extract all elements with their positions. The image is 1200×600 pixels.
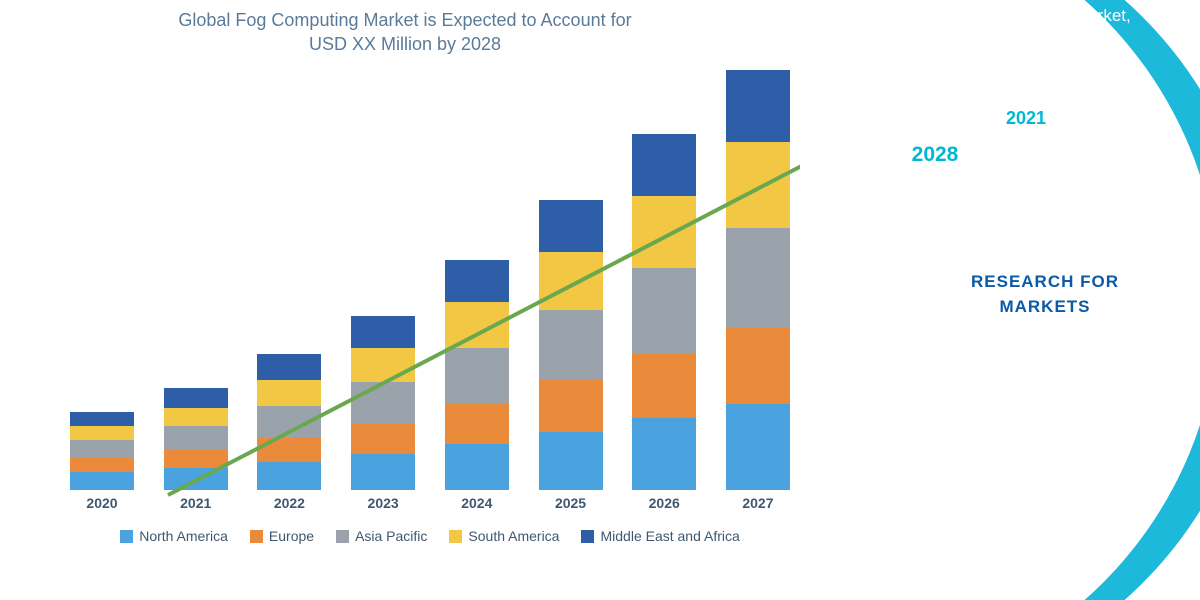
x-axis-label: 2022 — [257, 495, 321, 511]
x-axis-label: 2021 — [164, 495, 228, 511]
bar-2022 — [257, 354, 321, 490]
bar-segment — [539, 252, 603, 310]
bar-segment — [351, 382, 415, 424]
bar-segment — [539, 310, 603, 380]
chart-panel: Global Fog Computing Market is Expected … — [0, 0, 810, 600]
bar-segment — [632, 196, 696, 268]
hex-badge-2028: 2028 — [880, 100, 990, 210]
x-axis-label: 2023 — [351, 495, 415, 511]
bar-segment — [539, 432, 603, 490]
chart-title-line1: Global Fog Computing Market is Expected … — [178, 10, 631, 30]
bar-segment — [351, 454, 415, 490]
x-axis-labels: 2020 2021 2022 2023 2024 2025 2026 2027 — [70, 495, 790, 511]
legend-swatch — [250, 530, 263, 543]
bar-segment — [164, 388, 228, 408]
bars-row — [70, 70, 790, 490]
hex-badges: 20282021 — [880, 70, 1140, 230]
bar-segment — [351, 316, 415, 348]
chart-plot-area — [70, 70, 790, 490]
bar-segment — [726, 328, 790, 404]
bar-segment — [445, 302, 509, 348]
bar-2024 — [445, 260, 509, 490]
legend-swatch — [120, 530, 133, 543]
legend-label: South America — [468, 528, 559, 544]
bar-segment — [70, 412, 134, 426]
x-axis-label: 2020 — [70, 495, 134, 511]
hex-label: 2021 — [978, 70, 1074, 166]
legend-item: South America — [449, 528, 559, 544]
bar-2026 — [632, 134, 696, 490]
bar-segment — [164, 468, 228, 490]
bar-segment — [445, 348, 509, 404]
bar-2021 — [164, 388, 228, 490]
brand-text: RESEARCH FOR MARKETS — [910, 270, 1180, 319]
bar-segment — [632, 268, 696, 354]
bar-segment — [726, 228, 790, 328]
bar-segment — [351, 348, 415, 382]
bar-segment — [164, 408, 228, 426]
legend-item: Europe — [250, 528, 314, 544]
legend-label: Middle East and Africa — [600, 528, 739, 544]
bar-segment — [632, 354, 696, 418]
bar-segment — [257, 406, 321, 438]
bar-2020 — [70, 412, 134, 490]
right-title-line2: By Regions, 2021 to 2028 — [917, 30, 1113, 49]
bar-segment — [257, 438, 321, 462]
right-panel-title: Global Fog Computing Market, By Regions,… — [840, 4, 1190, 52]
bar-segment — [445, 444, 509, 490]
bar-segment — [257, 462, 321, 490]
legend-item: North America — [120, 528, 228, 544]
bar-segment — [351, 424, 415, 454]
bar-segment — [726, 70, 790, 142]
bar-segment — [632, 418, 696, 490]
bar-segment — [257, 380, 321, 406]
chart-title: Global Fog Computing Market is Expected … — [0, 0, 810, 57]
hex-badge-2021: 2021 — [978, 70, 1074, 166]
bar-segment — [164, 426, 228, 450]
brand-line2: MARKETS — [999, 297, 1090, 316]
bar-segment — [726, 142, 790, 228]
bar-segment — [632, 134, 696, 196]
bar-segment — [726, 404, 790, 490]
legend-label: Europe — [269, 528, 314, 544]
bar-segment — [70, 426, 134, 440]
chart-title-line2: USD XX Million by 2028 — [309, 34, 501, 54]
bar-segment — [70, 440, 134, 458]
legend-item: Asia Pacific — [336, 528, 427, 544]
legend-label: North America — [139, 528, 228, 544]
bar-segment — [539, 200, 603, 252]
bar-segment — [445, 260, 509, 302]
legend-label: Asia Pacific — [355, 528, 427, 544]
bar-segment — [257, 354, 321, 380]
right-title-line1: Global Fog Computing Market, — [899, 6, 1131, 25]
brand-line1: RESEARCH FOR — [971, 272, 1119, 291]
bar-segment — [70, 472, 134, 490]
bar-2027 — [726, 70, 790, 490]
x-axis-label: 2026 — [632, 495, 696, 511]
legend-swatch — [581, 530, 594, 543]
x-axis-label: 2027 — [726, 495, 790, 511]
x-axis-label: 2025 — [539, 495, 603, 511]
x-axis-label: 2024 — [445, 495, 509, 511]
right-panel: Global Fog Computing Market, By Regions,… — [800, 0, 1200, 600]
bar-segment — [539, 380, 603, 432]
bar-segment — [164, 450, 228, 468]
bar-2023 — [351, 316, 415, 490]
hex-label: 2028 — [880, 100, 990, 210]
legend-swatch — [449, 530, 462, 543]
bar-segment — [445, 404, 509, 444]
bar-2025 — [539, 200, 603, 490]
legend: North America Europe Asia Pacific South Ame… — [60, 528, 800, 544]
bar-segment — [70, 458, 134, 472]
legend-swatch — [336, 530, 349, 543]
legend-item: Middle East and Africa — [581, 528, 739, 544]
